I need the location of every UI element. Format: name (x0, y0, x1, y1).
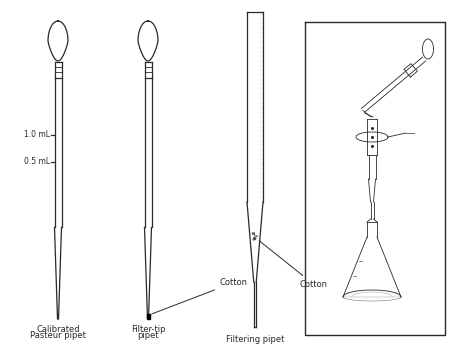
Text: Calibrated: Calibrated (36, 325, 80, 334)
Text: Cotton: Cotton (152, 278, 248, 314)
Text: pipet: pipet (137, 331, 159, 340)
Text: Filter-tip: Filter-tip (131, 325, 165, 334)
Text: Cotton: Cotton (259, 241, 328, 289)
Text: Pasteur pipet: Pasteur pipet (30, 331, 86, 340)
Bar (147, 314, 149, 319)
Text: 1.0 mL: 1.0 mL (24, 130, 50, 139)
Text: Filtering pipet: Filtering pipet (226, 335, 284, 344)
Text: 0.5 mL: 0.5 mL (24, 157, 50, 166)
